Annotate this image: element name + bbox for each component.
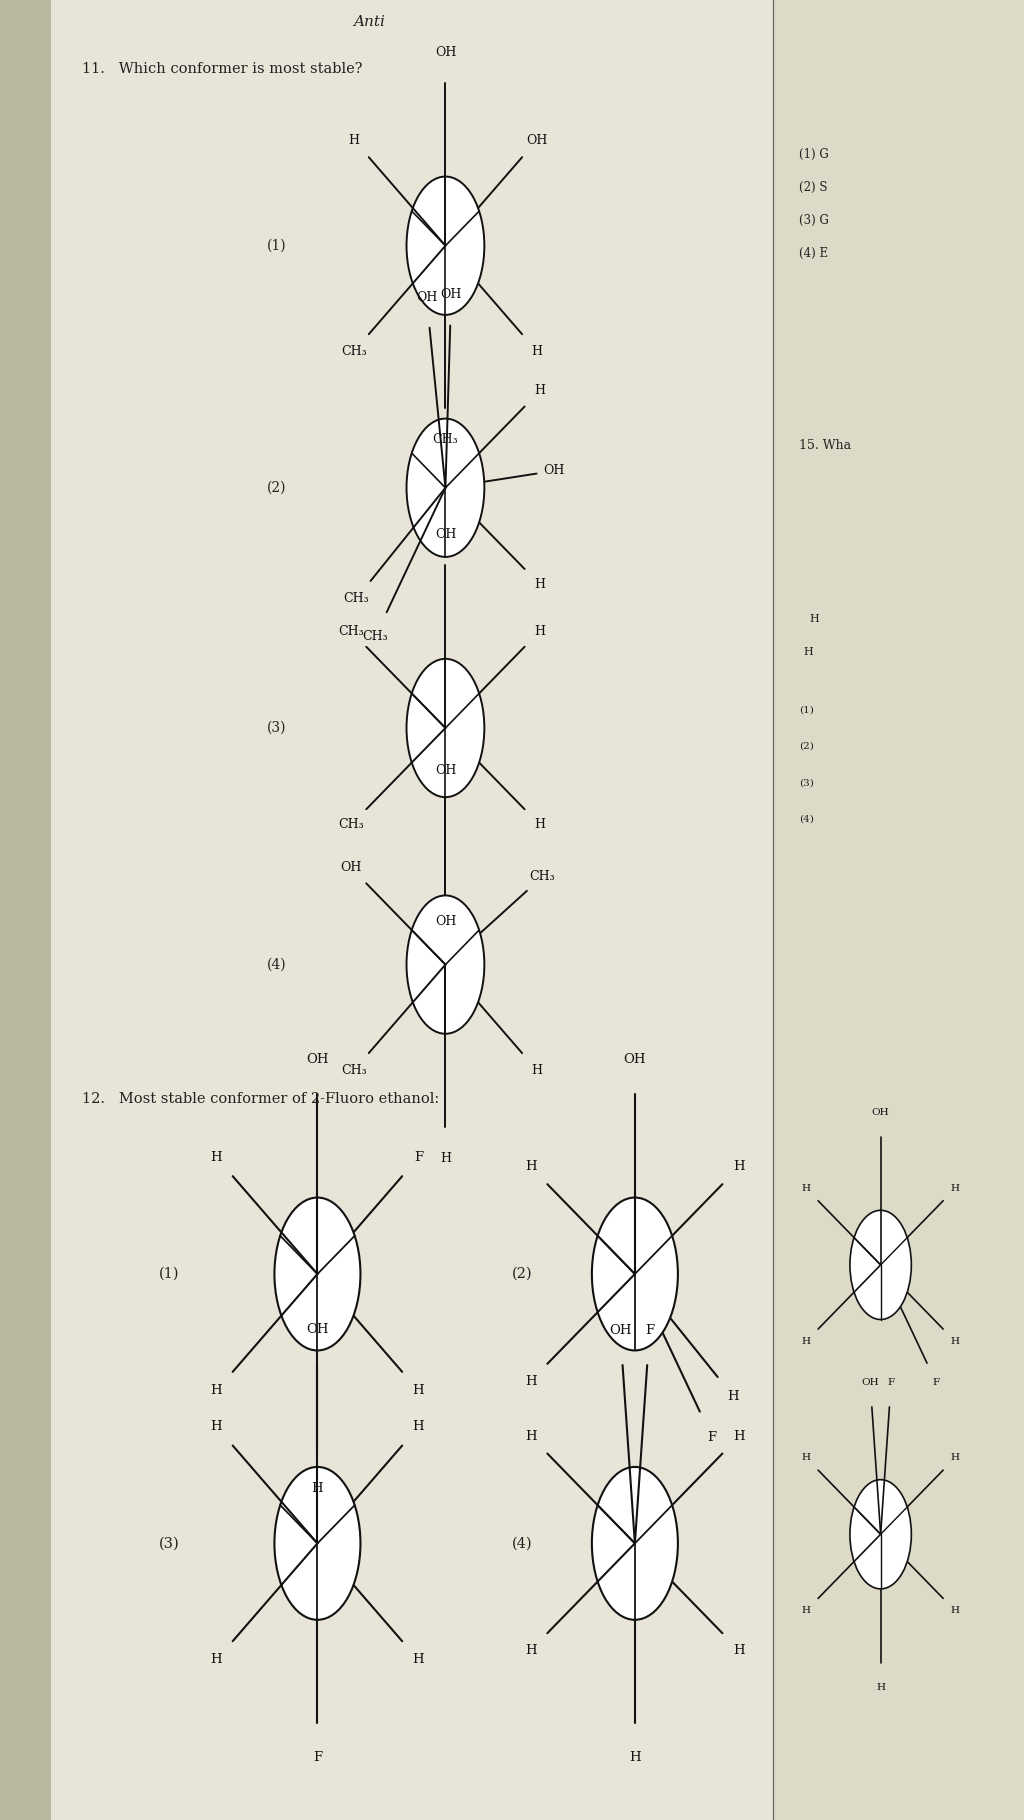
Circle shape (592, 1198, 678, 1350)
Text: (3): (3) (799, 779, 814, 786)
Text: OH: OH (871, 1108, 890, 1116)
Text: (4): (4) (799, 815, 814, 823)
Text: (3): (3) (267, 721, 287, 735)
Circle shape (407, 419, 484, 557)
Text: H: H (535, 579, 546, 592)
Text: H: H (524, 1643, 537, 1656)
Circle shape (407, 895, 484, 1034)
Text: (2): (2) (512, 1267, 532, 1281)
Text: (4) E: (4) E (799, 246, 827, 260)
Text: H: H (802, 1454, 811, 1461)
Text: H: H (531, 344, 543, 359)
Text: CH₃: CH₃ (362, 630, 388, 642)
Text: H: H (524, 1374, 537, 1387)
Text: H: H (950, 1607, 959, 1614)
Circle shape (592, 1467, 678, 1620)
Text: Anti: Anti (352, 15, 385, 29)
Text: CH₃: CH₃ (529, 870, 555, 883)
Text: H: H (802, 1607, 811, 1614)
Text: OH: OH (526, 133, 548, 147)
Text: (2): (2) (799, 743, 814, 750)
Text: H: H (413, 1383, 424, 1398)
Text: H: H (211, 1653, 222, 1667)
Text: H: H (809, 613, 819, 624)
Circle shape (274, 1198, 360, 1350)
Text: (1): (1) (799, 706, 814, 713)
Text: H: H (733, 1431, 745, 1443)
Text: H: H (950, 1454, 959, 1461)
Text: (4): (4) (512, 1536, 532, 1551)
Text: H: H (535, 819, 546, 832)
Text: OH: OH (435, 46, 456, 58)
Text: H: H (804, 646, 814, 657)
Text: H: H (733, 1643, 745, 1656)
Text: F: F (645, 1325, 654, 1338)
Text: H: H (211, 1150, 222, 1165)
Circle shape (407, 177, 484, 315)
Text: 12.   Most stable conformer of 2-Fluoro ethanol:: 12. Most stable conformer of 2-Fluoro et… (82, 1092, 439, 1107)
Text: CH₃: CH₃ (341, 1063, 367, 1077)
Bar (51, 0, 773, 1820)
Text: 15. Wha: 15. Wha (799, 439, 851, 453)
Bar (773, 0, 1024, 1820)
Text: F: F (313, 1751, 322, 1764)
Text: H: H (211, 1383, 222, 1398)
Text: H: H (950, 1185, 959, 1192)
Text: (1): (1) (267, 238, 287, 253)
Text: (2) S: (2) S (799, 180, 827, 195)
Text: H: H (802, 1338, 811, 1345)
Text: H: H (524, 1431, 537, 1443)
Text: CH₃: CH₃ (432, 433, 459, 446)
Text: H: H (950, 1338, 959, 1345)
Text: OH: OH (440, 288, 462, 300)
Text: F: F (414, 1150, 423, 1165)
Circle shape (850, 1480, 911, 1589)
Text: H: H (413, 1653, 424, 1667)
Text: OH: OH (435, 528, 456, 541)
Text: OH: OH (861, 1378, 879, 1387)
Text: (3): (3) (159, 1536, 179, 1551)
Text: H: H (348, 133, 359, 147)
Text: OH: OH (435, 915, 456, 928)
Text: CH₃: CH₃ (343, 592, 369, 606)
Text: H: H (211, 1420, 222, 1434)
Text: H: H (311, 1481, 324, 1494)
Text: H: H (877, 1684, 885, 1691)
Text: (1) G: (1) G (799, 147, 828, 162)
Text: OH: OH (435, 764, 456, 777)
Text: OH: OH (609, 1325, 632, 1338)
Text: H: H (535, 624, 546, 637)
Text: H: H (524, 1161, 537, 1174)
Text: H: H (413, 1420, 424, 1434)
Text: H: H (728, 1390, 739, 1403)
Text: H: H (733, 1161, 745, 1174)
Circle shape (850, 1210, 911, 1319)
Text: OH: OH (306, 1323, 329, 1336)
Text: OH: OH (306, 1054, 329, 1067)
Text: 11.   Which conformer is most stable?: 11. Which conformer is most stable? (82, 62, 362, 76)
Text: CH₃: CH₃ (338, 819, 364, 832)
Text: OH: OH (624, 1054, 646, 1067)
Circle shape (407, 659, 484, 797)
Text: H: H (531, 1063, 543, 1077)
Text: CH₃: CH₃ (341, 344, 367, 359)
Text: F: F (708, 1432, 717, 1445)
Text: OH: OH (544, 464, 564, 477)
Text: OH: OH (340, 861, 361, 874)
Text: OH: OH (416, 291, 437, 304)
Text: F: F (888, 1378, 895, 1387)
Text: H: H (440, 1152, 451, 1165)
Text: (1): (1) (159, 1267, 179, 1281)
Text: H: H (802, 1185, 811, 1192)
Text: CH₃: CH₃ (338, 624, 364, 637)
Text: (4): (4) (267, 957, 287, 972)
Text: F: F (933, 1378, 939, 1387)
Text: H: H (629, 1751, 641, 1764)
Circle shape (274, 1467, 360, 1620)
Text: (3) G: (3) G (799, 213, 828, 228)
Text: H: H (535, 384, 546, 397)
Text: (2): (2) (267, 480, 287, 495)
